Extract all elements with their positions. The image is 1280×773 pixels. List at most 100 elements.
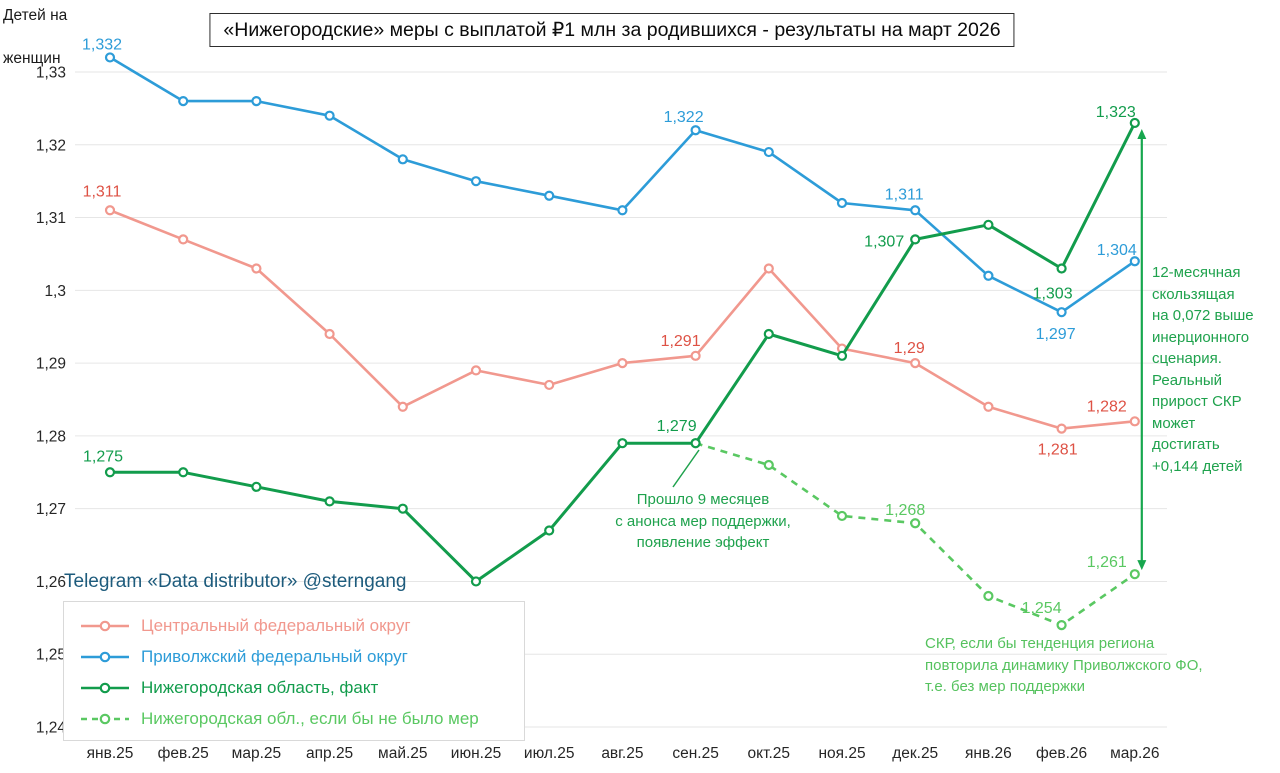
legend-line-sample (81, 651, 129, 662)
marker-nizhny-fact (836, 350, 848, 361)
marker-central-fo (763, 263, 774, 274)
marker-volga-fo (763, 146, 774, 158)
marker-nizhny-fact (324, 496, 335, 507)
marker-central-fo (324, 328, 335, 340)
data-label-central-fo: 1,282 (1087, 398, 1127, 415)
arrow-head-bottom (1137, 560, 1147, 571)
marker-nizhny-fact (690, 438, 701, 449)
marker-volga-fo (836, 197, 848, 209)
marker-central-fo (983, 401, 994, 412)
marker-nizhny-counterfactual (910, 518, 921, 529)
data-label-nizhny-counterfactual: 1,254 (1022, 600, 1062, 617)
marker-nizhny-counterfactual (836, 510, 848, 522)
y-tick-label: 1,24 (36, 720, 67, 737)
marker-central-fo (397, 401, 408, 412)
data-label-central-fo: 1,291 (661, 333, 701, 350)
marker-central-fo (470, 365, 482, 376)
chart-title: «Нижегородские» меры с выплатой ₽1 млн з… (209, 13, 1015, 47)
series-line-central-fo (109, 209, 1135, 430)
data-label-nizhny-fact: 1,323 (1096, 104, 1136, 121)
x-tick-label: авг.25 (601, 745, 643, 762)
marker-volga-fo (324, 110, 335, 121)
marker-nizhny-counterfactual (983, 590, 994, 602)
annotation-connector (672, 449, 700, 488)
legend-item-volga-fo: Приволжский федеральный округ (79, 641, 524, 672)
marker-volga-fo (178, 96, 189, 107)
legend-item-nizhny-no-measures: Нижегородская обл., если бы не было мер (79, 703, 524, 734)
marker-volga-fo (1129, 256, 1140, 267)
data-label-volga-fo: 1,304 (1097, 242, 1137, 259)
legend-line-sample (81, 682, 129, 693)
marker-nizhny-fact (544, 525, 555, 536)
marker-nizhny-fact (104, 467, 116, 478)
annotation-gap: 12-месячная скользящая на 0,072 выше ине… (1152, 264, 1254, 475)
y-tick-label: 1,28 (36, 428, 66, 445)
data-label-nizhny-fact: 1,303 (1033, 286, 1073, 303)
data-label-central-fo: 1,29 (894, 340, 925, 357)
marker-volga-fo (910, 205, 921, 216)
watermark-text: Telegram «Data distributor» @sterngang (64, 571, 407, 592)
marker-volga-fo (617, 205, 628, 216)
legend-label: Приволжский федеральный округ (141, 646, 408, 666)
x-tick-label: ноя.25 (818, 745, 865, 762)
y-tick-label: 1,3 (44, 283, 66, 300)
x-tick-label: дек.25 (892, 745, 938, 762)
data-label-volga-fo: 1,297 (1036, 326, 1076, 343)
marker-central-fo (617, 358, 628, 369)
marker-nizhny-fact (1129, 117, 1140, 129)
marker-central-fo (1129, 416, 1140, 427)
legend-item-central-fo: Центральный федеральный округ (79, 610, 524, 641)
marker-volga-fo (1056, 307, 1067, 318)
data-label-volga-fo: 1,311 (885, 186, 924, 203)
marker-volga-fo (104, 52, 116, 63)
marker-nizhny-fact (910, 234, 921, 245)
data-label-volga-fo: 1,332 (82, 36, 122, 53)
y-tick-label: 1,29 (36, 356, 66, 373)
marker-volga-fo (983, 270, 994, 281)
data-label-central-fo: 1,311 (83, 183, 122, 200)
x-tick-label: апр.25 (306, 745, 353, 762)
marker-nizhny-fact (251, 481, 262, 492)
legend-line-sample (81, 713, 129, 724)
marker-central-fo (178, 234, 189, 245)
x-tick-label: июл.25 (524, 745, 575, 762)
y-tick-label: 1,33 (36, 65, 66, 82)
data-label-nizhny-fact: 1,275 (83, 448, 123, 465)
x-tick-label: мар.25 (232, 745, 281, 762)
marker-volga-fo (544, 190, 555, 201)
marker-central-fo (910, 358, 921, 369)
legend: Центральный федеральный округ Приволжски… (63, 601, 525, 741)
data-label-nizhny-counterfactual: 1,268 (885, 502, 925, 519)
data-label-central-fo: 1,281 (1038, 442, 1078, 459)
arrow-head-top (1137, 128, 1147, 139)
legend-label: Нижегородская обл., если бы не было мер (141, 708, 479, 728)
legend-label: Нижегородская область, факт (141, 677, 379, 697)
marker-nizhny-fact (617, 438, 628, 449)
data-label-volga-fo: 1,322 (664, 109, 704, 126)
x-tick-label: май.25 (378, 745, 427, 762)
x-tick-label: июн.25 (451, 745, 501, 762)
legend-line-sample (81, 620, 129, 631)
x-tick-label: янв.26 (965, 745, 1012, 762)
marker-central-fo (1056, 423, 1067, 434)
y-tick-label: 1,32 (36, 137, 66, 154)
marker-volga-fo (251, 96, 262, 107)
y-tick-label: 1,25 (36, 647, 66, 664)
x-tick-label: окт.25 (748, 745, 791, 762)
marker-volga-fo (470, 176, 482, 187)
marker-nizhny-fact (983, 219, 994, 230)
marker-nizhny-fact (397, 503, 408, 514)
x-tick-label: фев.26 (1036, 745, 1087, 762)
x-tick-label: фев.25 (158, 745, 209, 762)
marker-nizhny-counterfactual (1056, 620, 1067, 631)
marker-nizhny-counterfactual (763, 459, 774, 471)
marker-central-fo (104, 205, 116, 216)
marker-nizhny-fact (763, 328, 774, 340)
marker-nizhny-counterfactual (1129, 569, 1140, 580)
x-tick-label: сен.25 (672, 745, 718, 762)
marker-central-fo (544, 379, 555, 391)
marker-nizhny-fact (470, 576, 482, 587)
legend-label: Центральный федеральный округ (141, 615, 411, 635)
